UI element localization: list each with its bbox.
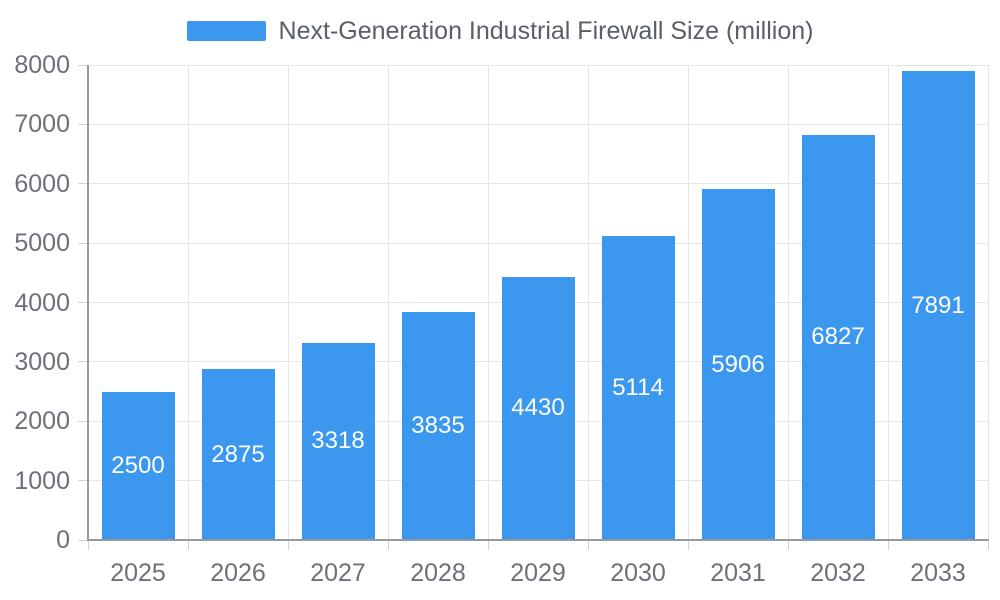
- v-gridline: [987, 65, 989, 540]
- x-axis-label: 2029: [510, 559, 566, 587]
- x-axis-label: 2031: [710, 559, 766, 587]
- y-axis-tick: [78, 64, 88, 66]
- v-gridline: [887, 65, 889, 540]
- y-axis-tick: [78, 420, 88, 422]
- y-axis-tick: [78, 480, 88, 482]
- x-axis-label: 2028: [410, 559, 466, 587]
- h-gridline: [88, 123, 988, 125]
- y-axis-label: 8000: [14, 51, 70, 79]
- x-axis-line: [87, 539, 989, 541]
- x-axis-tick: [487, 540, 489, 550]
- h-gridline: [88, 183, 988, 185]
- bar[interactable]: [501, 276, 575, 540]
- v-gridline: [687, 65, 689, 540]
- legend-swatch-icon: [186, 21, 266, 41]
- bar[interactable]: [601, 236, 675, 540]
- legend-item[interactable]: Next-Generation Industrial Firewall Size…: [0, 16, 1000, 46]
- y-axis-tick: [78, 242, 88, 244]
- y-axis-tick: [78, 539, 88, 541]
- v-gridline: [487, 65, 489, 540]
- bar[interactable]: [201, 369, 275, 540]
- x-axis-tick: [787, 540, 789, 550]
- v-gridline: [187, 65, 189, 540]
- y-axis-label: 5000: [14, 229, 70, 258]
- x-axis-tick: [587, 540, 589, 550]
- x-axis-label: 2032: [810, 559, 866, 587]
- y-axis-label: 7000: [14, 110, 70, 139]
- y-axis-tick: [78, 361, 88, 363]
- y-axis-label: 2000: [14, 407, 70, 436]
- x-axis-tick: [87, 540, 89, 550]
- bar[interactable]: [701, 189, 775, 540]
- y-axis-label: 3000: [14, 347, 70, 376]
- legend-label: Next-Generation Industrial Firewall Size…: [278, 17, 814, 45]
- y-axis-label: 4000: [14, 288, 70, 317]
- bar[interactable]: [401, 312, 475, 540]
- bar[interactable]: [301, 342, 375, 540]
- x-axis-label: 2026: [210, 559, 266, 587]
- x-axis-tick: [687, 540, 689, 550]
- v-gridline: [287, 65, 289, 540]
- v-gridline: [587, 65, 589, 540]
- x-axis-tick: [987, 540, 989, 550]
- h-gridline: [88, 242, 988, 244]
- y-axis-label: 6000: [14, 169, 70, 198]
- v-gridline: [387, 65, 389, 540]
- h-gridline: [88, 64, 988, 66]
- y-axis-line: [87, 65, 89, 540]
- y-axis-label: 1000: [14, 466, 70, 495]
- y-axis-tick: [78, 183, 88, 185]
- plot-area: 0 1000 2000 3000 4000 5000 6000 7000 8000 2025 202…: [14, 51, 989, 587]
- x-axis-tick: [287, 540, 289, 550]
- x-axis-label: 2027: [310, 559, 366, 587]
- bar[interactable]: [901, 71, 975, 540]
- x-axis-tick: [887, 540, 889, 550]
- x-axis-label: 2030: [610, 559, 666, 587]
- x-axis-tick: [187, 540, 189, 550]
- y-axis-label: 0: [56, 526, 70, 554]
- x-axis-tick: [387, 540, 389, 550]
- bar[interactable]: [101, 391, 175, 540]
- y-axis-tick: [78, 302, 88, 303]
- x-axis-label: 2025: [110, 559, 166, 587]
- bar[interactable]: [801, 134, 875, 540]
- y-axis-tick: [78, 123, 88, 125]
- v-gridline: [787, 65, 789, 540]
- x-axis-label: 2033: [910, 559, 966, 587]
